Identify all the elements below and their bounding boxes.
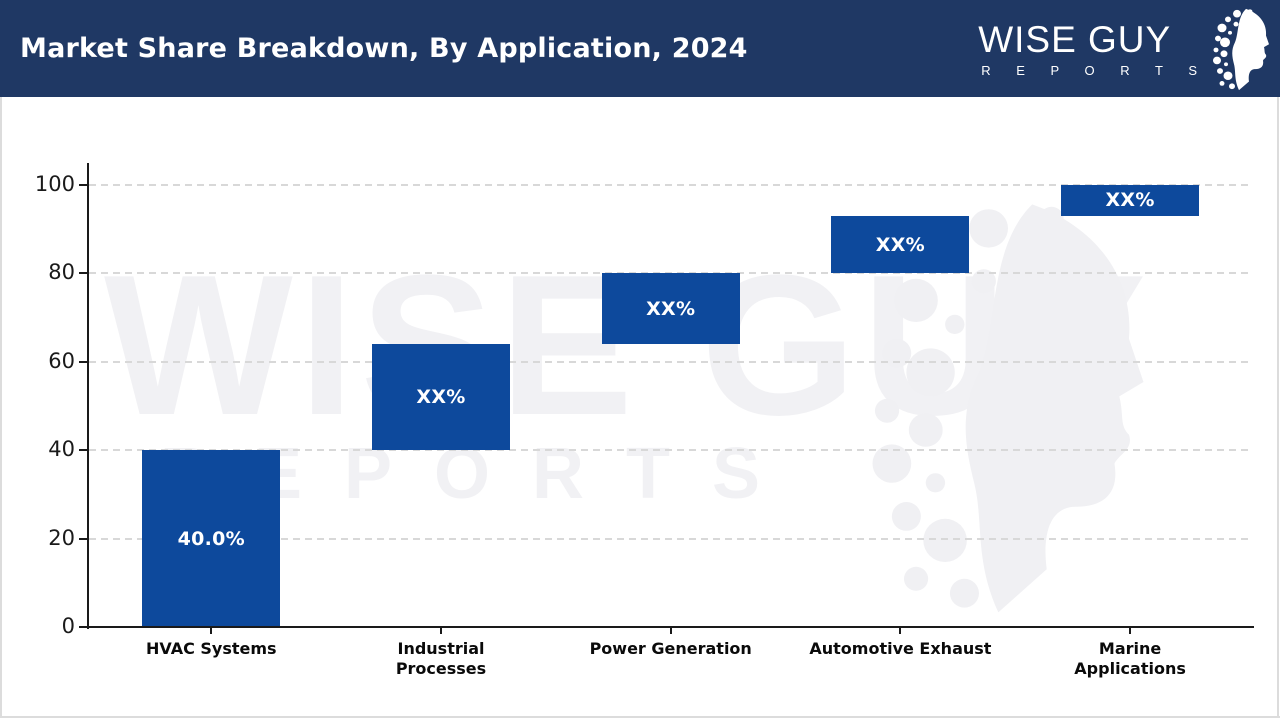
header-bar: Market Share Breakdown, By Application, …	[0, 0, 1280, 97]
x-category-label-line: Marine	[1098, 639, 1162, 658]
bar-value-label-power-generation: XX%	[646, 297, 696, 320]
bar-power-generation: XX%	[601, 273, 740, 345]
x-category-label-power-generation: Power Generation	[551, 639, 791, 659]
x-tick-hvac-systems	[210, 627, 213, 634]
x-tick-marine-applications	[1129, 627, 1132, 634]
bar-value-label-marine-applications: XX%	[1105, 189, 1155, 212]
y-tick-20	[79, 537, 88, 540]
gridline-100	[89, 184, 1253, 186]
bar-automotive-exhaust: XX%	[831, 215, 970, 274]
y-tick-100	[79, 184, 88, 186]
y-tick-60	[79, 360, 88, 363]
bar-value-label-hvac-systems: 40.0%	[177, 527, 245, 550]
bar-hvac-systems: 40.0%	[142, 450, 281, 627]
card-border-bottom	[0, 716, 1280, 718]
logo-text: WISE GUY R E P O R T S	[978, 21, 1208, 78]
x-category-label-line: Industrial	[397, 639, 485, 658]
bar-value-label-industrial-processes: XX%	[416, 386, 466, 409]
y-tick-label-100: 100	[34, 172, 75, 196]
x-category-label-line: Automotive Exhaust	[809, 639, 992, 658]
y-tick-label-80: 80	[48, 260, 75, 285]
x-tick-automotive-exhaust	[899, 627, 902, 634]
x-category-label-industrial-processes: Industrial Processes	[321, 639, 561, 679]
x-category-label-hvac-systems: HVAC Systems	[91, 639, 331, 659]
x-category-label-line: Applications	[1074, 659, 1186, 678]
x-tick-industrial-processes	[440, 627, 442, 634]
x-category-label-line: Power Generation	[589, 639, 752, 658]
y-tick-40	[79, 449, 88, 452]
watermark-head-graphic	[872, 204, 1144, 613]
y-tick-label-0: 0	[61, 614, 75, 638]
logo-head-icon	[1213, 8, 1269, 91]
gridline-20	[89, 537, 1253, 540]
card-border-left	[0, 97, 2, 718]
y-tick-0	[79, 626, 88, 628]
gridline-40	[89, 449, 1253, 452]
y-axis-spine	[87, 163, 89, 629]
y-tick-80	[79, 272, 88, 275]
x-category-label-marine-applications: Marine Applications	[1010, 639, 1250, 679]
logo-reports-label: R E P O R T S	[981, 62, 1208, 78]
gridline-60	[89, 360, 1253, 363]
card-border-right	[1277, 97, 1279, 718]
y-tick-label-20: 20	[48, 525, 75, 550]
bar-industrial-processes: XX%	[372, 344, 510, 451]
wiseguy-logo: WISE GUY R E P O R T S	[978, 4, 1272, 94]
page-title: Market Share Breakdown, By Application, …	[20, 33, 748, 64]
logo-wiseguy-label: WISE GUY	[978, 18, 1172, 60]
bar-marine-applications: XX%	[1061, 185, 1200, 216]
x-category-label-automotive-exhaust: Automotive Exhaust	[780, 639, 1020, 659]
x-category-label-line: HVAC Systems	[146, 639, 277, 658]
y-tick-label-60: 60	[48, 348, 75, 373]
x-tick-power-generation	[669, 627, 672, 634]
bar-value-label-automotive-exhaust: XX%	[875, 233, 926, 256]
y-tick-label-40: 40	[48, 437, 75, 462]
x-category-label-line: Processes	[395, 659, 487, 678]
x-axis-spine	[87, 626, 1254, 628]
